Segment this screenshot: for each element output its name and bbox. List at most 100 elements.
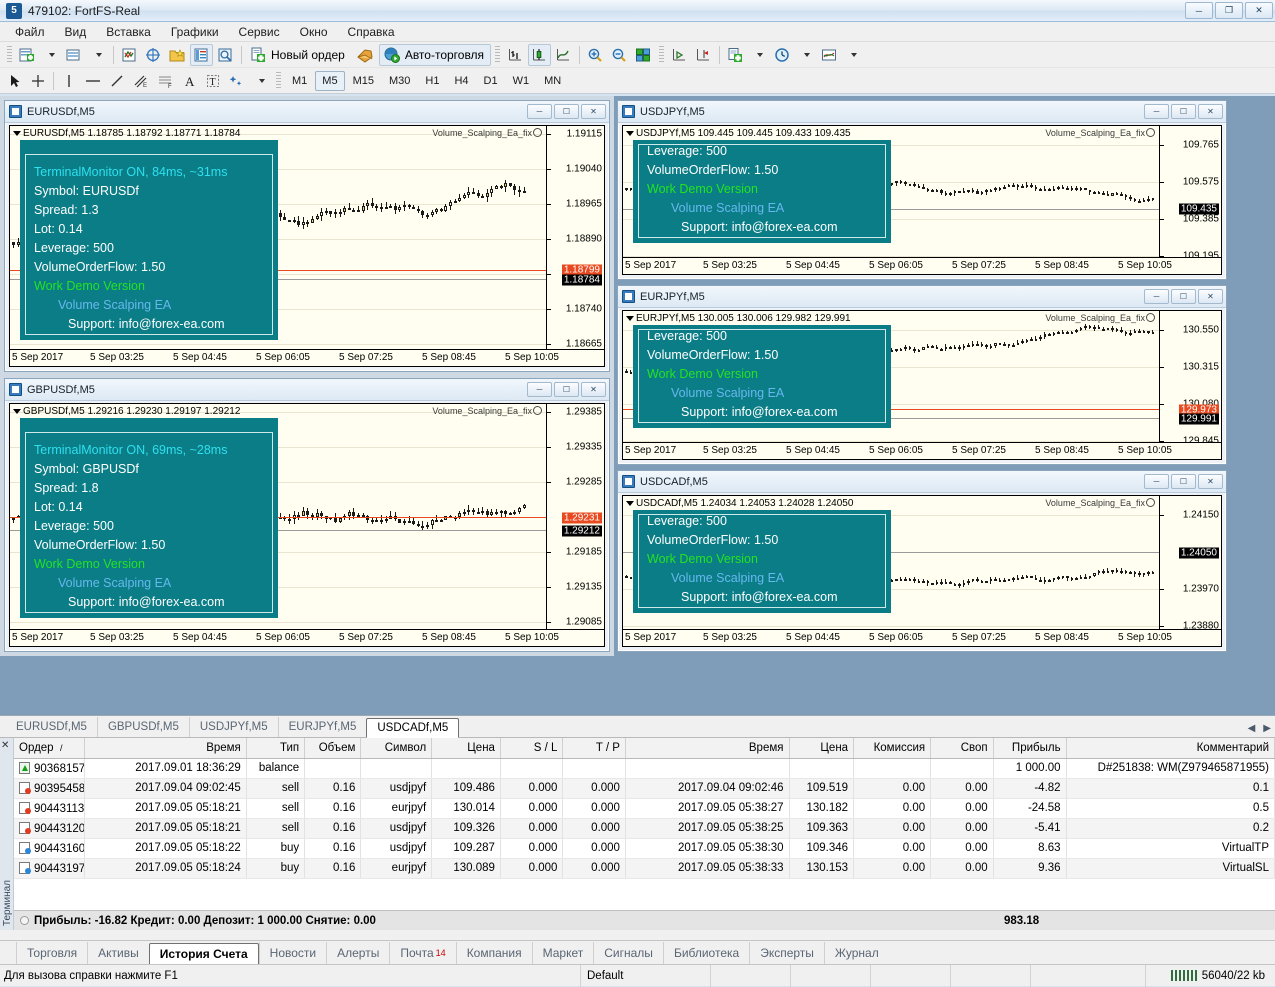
chart-body-eurjpy[interactable]: EURJPYf,M5 130.005 130.006 129.982 129.9…	[622, 310, 1222, 460]
chart-close-button[interactable]: ✕	[581, 382, 606, 397]
objects-dropdown-icon[interactable]	[250, 70, 272, 92]
col-open-price[interactable]: Цена	[431, 738, 501, 759]
col-open-time[interactable]: Время	[84, 738, 247, 759]
zoom-out-icon[interactable]	[608, 44, 631, 66]
timeframe-m15[interactable]: M15	[352, 74, 374, 87]
chart-plot-usdcad[interactable]: USDCADf,M5 1.24034 1.24053 1.24028 1.240…	[623, 496, 1159, 629]
chart-minimize-button[interactable]: ─	[1144, 104, 1169, 119]
chart-plot-eurjpy[interactable]: EURJPYf,M5 130.005 130.006 129.982 129.9…	[623, 311, 1159, 442]
auto-scroll-icon[interactable]	[668, 44, 691, 66]
tab-experts[interactable]: Эксперты	[749, 942, 824, 964]
line-chart-icon[interactable]	[552, 44, 575, 66]
fibonacci-icon[interactable]: F	[154, 70, 178, 92]
time-axis-gbpusd[interactable]: 5 Sep 2017 5 Sep 03:25 5 Sep 04:45 5 Sep…	[10, 629, 604, 646]
ohlc-collapse-icon[interactable]	[13, 409, 21, 414]
price-axis-usdcad[interactable]: 1.24150 1.24050 1.23970 1.23880	[1159, 496, 1221, 632]
time-axis-eurjpy[interactable]: 5 Sep 2017 5 Sep 03:25 5 Sep 04:45 5 Sep…	[623, 442, 1221, 459]
chart-titlebar-eurjpy[interactable]: EURJPYf,M5 ─ ☐ ✕	[618, 286, 1226, 308]
data-window-icon[interactable]	[142, 44, 165, 66]
price-axis-eurjpy[interactable]: 130.550 130.315 130.080 129.973 129.991 …	[1159, 311, 1221, 447]
chart-shift-icon[interactable]	[692, 44, 715, 66]
zoom-in-icon[interactable]	[584, 44, 607, 66]
chart-body-usdcad[interactable]: USDCADf,M5 1.24034 1.24053 1.24028 1.240…	[622, 495, 1222, 647]
chart-window-eurusd[interactable]: EURUSDf,M5 ─ ☐ ✕ EURUSDf,M5 1.18785 1.18…	[4, 100, 610, 372]
timeframe-w1[interactable]: W1	[512, 74, 530, 87]
chart-tab-gbpusd[interactable]: GBPUSDf,M5	[96, 717, 189, 737]
restore-button[interactable]: ❐	[1215, 2, 1243, 19]
toolbar-grip-2[interactable]	[495, 45, 501, 64]
menu-charts[interactable]: Графики	[170, 24, 219, 39]
objects-icon[interactable]	[225, 70, 249, 92]
chart-body-usdjpy[interactable]: USDJPYf,M5 109.445 109.445 109.433 109.4…	[622, 125, 1222, 275]
chart-titlebar-usdjpy[interactable]: USDJPYf,M5 ─ ☐ ✕	[618, 101, 1226, 123]
timeframe-h1[interactable]: H1	[425, 74, 440, 87]
chart-window-gbpusd[interactable]: GBPUSDf,M5 ─ ☐ ✕ GBPUSDf,M5 1.29216 1.29…	[4, 378, 610, 652]
col-close-price[interactable]: Цена	[789, 738, 855, 759]
chart-plot-usdjpy[interactable]: USDJPYf,M5 109.445 109.445 109.433 109.4…	[623, 126, 1159, 257]
vertical-line-icon[interactable]	[58, 70, 80, 92]
market-watch-icon[interactable]	[118, 44, 141, 66]
chart-window-usdcad[interactable]: USDCADf,M5 ─ ☐ ✕ USDCADf,M5 1.24034 1.24…	[617, 470, 1227, 652]
chart-titlebar-usdcad[interactable]: USDCADf,M5 ─ ☐ ✕	[618, 471, 1226, 493]
templates-icon[interactable]	[724, 44, 747, 66]
chart-tab-eurjpy[interactable]: EURJPYf,M5	[277, 717, 367, 737]
indicators-icon[interactable]	[818, 44, 841, 66]
tab-signals[interactable]: Сигналы	[593, 942, 663, 964]
account-history-table-wrap[interactable]: Ордер / Время Тип Объем Символ Цена S / …	[14, 738, 1275, 930]
templates-dropdown-icon[interactable]	[748, 44, 770, 66]
chart-close-button[interactable]: ✕	[1198, 474, 1223, 489]
indicators-dropdown-icon[interactable]	[842, 44, 864, 66]
table-row[interactable]: 90443160 2017.09.05 05:18:22 buy 0.16 usdjpy…	[14, 838, 1275, 859]
profiles-icon[interactable]	[63, 44, 86, 66]
chart-titlebar-gbpusd[interactable]: GBPUSDf,M5 ─ ☐ ✕	[5, 379, 609, 401]
scroll-left-icon[interactable]: ◀	[1247, 723, 1256, 734]
timeframe-d1[interactable]: D1	[483, 74, 498, 87]
autotrading-button[interactable]: Авто-торговля	[378, 43, 492, 66]
profiles-dropdown-icon[interactable]	[87, 44, 109, 66]
menu-tools[interactable]: Сервис	[238, 24, 280, 39]
col-comment[interactable]: Комментарий	[1066, 738, 1275, 759]
timeframe-m30[interactable]: M30	[388, 74, 411, 87]
toolbar-grip-3[interactable]	[659, 45, 665, 64]
ohlc-collapse-icon[interactable]	[13, 131, 21, 136]
chart-titlebar-eurusd[interactable]: EURUSDf,M5 ─ ☐ ✕	[5, 101, 609, 123]
tab-account-history[interactable]: История Счета	[148, 943, 259, 965]
text-label-icon[interactable]: A	[179, 70, 201, 92]
chart-close-button[interactable]: ✕	[581, 104, 606, 119]
col-tp[interactable]: T / P	[562, 738, 626, 759]
tf-grip[interactable]	[276, 71, 281, 90]
time-axis-eurusd[interactable]: 5 Sep 2017 5 Sep 03:25 5 Sep 04:45 5 Sep…	[10, 349, 604, 366]
tab-mailbox[interactable]: Почта 14	[389, 942, 455, 964]
chart-window-usdjpy[interactable]: USDJPYf,M5 ─ ☐ ✕ USDJPYf,M5 109.445 109.…	[617, 100, 1227, 280]
ohlc-collapse-icon[interactable]	[626, 501, 634, 506]
text-icon[interactable]: T	[202, 70, 224, 92]
terminal-icon[interactable]	[190, 43, 213, 66]
timeframe-m1[interactable]: M1	[292, 74, 308, 87]
table-row[interactable]: 90395458 2017.09.04 09:02:45 sell 0.16 usdjp…	[14, 778, 1275, 799]
scroll-right-icon[interactable]: ▶	[1263, 723, 1271, 734]
chart-restore-button[interactable]: ☐	[1171, 289, 1196, 304]
chart-body-eurusd[interactable]: EURUSDf,M5 1.18785 1.18792 1.18771 1.187…	[9, 125, 605, 367]
col-volume[interactable]: Объем	[304, 738, 362, 759]
trendline-icon[interactable]	[106, 70, 128, 92]
tab-exposure[interactable]: Активы	[87, 942, 149, 964]
ohlc-collapse-icon[interactable]	[626, 131, 634, 136]
chart-restore-button[interactable]: ☐	[554, 382, 579, 397]
period-dropdown-icon[interactable]	[795, 44, 817, 66]
chart-restore-button[interactable]: ☐	[1171, 104, 1196, 119]
tab-market[interactable]: Маркет	[531, 942, 594, 964]
tab-news[interactable]: Новости	[258, 942, 326, 964]
tab-alerts[interactable]: Алерты	[326, 942, 389, 964]
price-axis-usdjpy[interactable]: 109.765 109.575 109.435 109.385 109.195	[1159, 126, 1221, 262]
chart-tab-usdjpy[interactable]: USDJPYf,M5	[188, 717, 278, 737]
chart-restore-button[interactable]: ☐	[554, 104, 579, 119]
chart-minimize-button[interactable]: ─	[1144, 474, 1169, 489]
table-row[interactable]: 90443113 2017.09.05 05:18:21 sell 0.16 eurjp…	[14, 798, 1275, 819]
chart-minimize-button[interactable]: ─	[527, 104, 552, 119]
table-row[interactable]: 90368157 2017.09.01 18:36:29 balance 1 000.…	[14, 758, 1275, 779]
time-axis-usdcad[interactable]: 5 Sep 2017 5 Sep 03:25 5 Sep 04:45 5 Sep…	[623, 629, 1221, 646]
new-chart-dropdown-icon[interactable]	[40, 44, 62, 66]
metaeditor-icon[interactable]	[353, 44, 378, 66]
cursor-icon[interactable]	[4, 70, 26, 92]
col-sl[interactable]: S / L	[500, 738, 564, 759]
